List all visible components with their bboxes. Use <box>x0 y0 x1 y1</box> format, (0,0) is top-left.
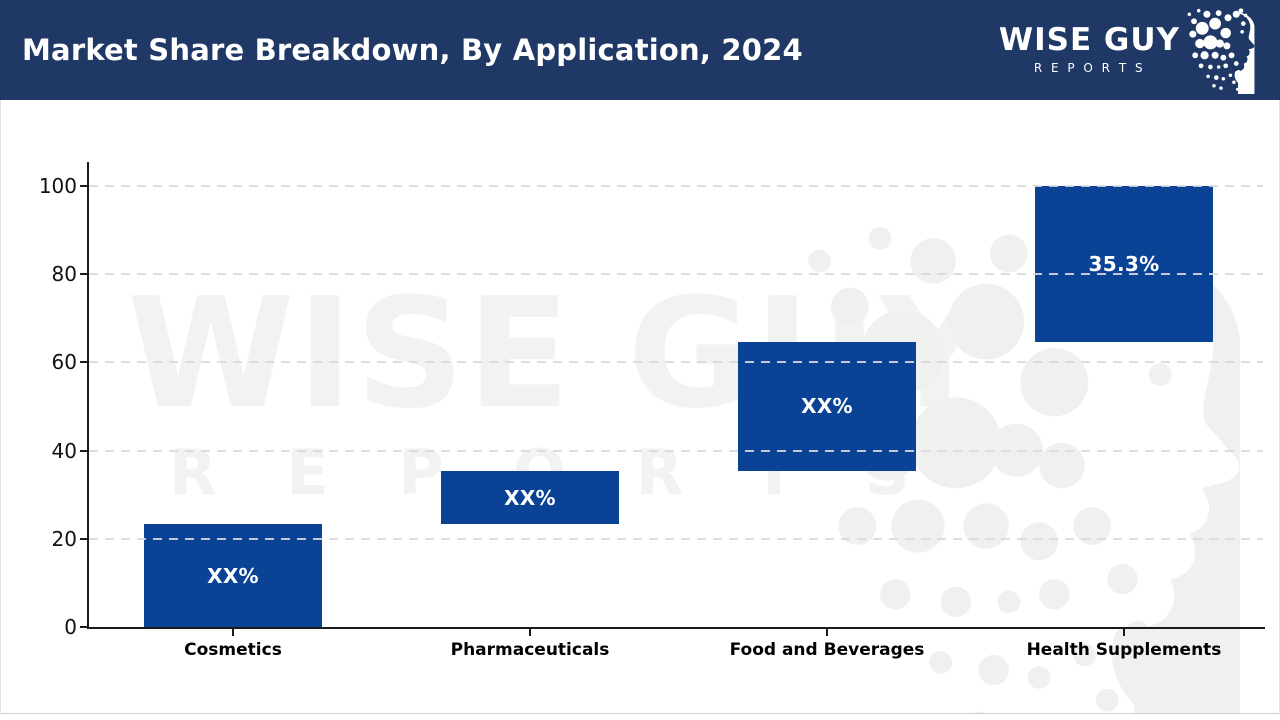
x-axis-tick-pharmaceuticals <box>529 629 531 636</box>
x-axis-line <box>87 627 1265 629</box>
y-axis-tick-label-20: 20 <box>51 526 77 551</box>
gridline-60 <box>89 361 1263 364</box>
gridline-80 <box>89 273 1263 276</box>
x-axis-tick-food-and-beverages <box>826 629 828 636</box>
logo-brand-text: WISE GUY <box>998 22 1180 58</box>
category-label-cosmetics: Cosmetics <box>184 640 282 660</box>
bar-value-label-cosmetics: XX% <box>207 563 259 588</box>
y-axis-tick-label-0: 0 <box>64 615 77 639</box>
y-axis-tick-100 <box>80 185 87 187</box>
wiseguy-face-icon <box>1184 6 1258 95</box>
bar-health-supplements: 35.3% <box>1035 186 1213 342</box>
y-axis-tick-0 <box>80 626 87 628</box>
category-label-food-and-beverages: Food and Beverages <box>729 640 925 660</box>
y-axis-tick-label-40: 40 <box>51 438 77 463</box>
x-axis-tick-health-supplements <box>1123 629 1125 636</box>
category-label-health-supplements: Health Supplements <box>1026 640 1222 660</box>
y-axis-tick-label-80: 80 <box>51 262 77 287</box>
plot-area: 0 20 40 60 80 100 XX% Cosmetics XX% Pharmaceutica… <box>1 100 1279 713</box>
logo-sub-text: R E P O R T S <box>1033 61 1146 75</box>
y-axis-tick-20 <box>80 537 87 540</box>
bar-value-label-health-supplements: 35.3% <box>1088 251 1160 276</box>
page-title: Market Share Breakdown, By Application, … <box>22 33 803 67</box>
chart-card: WISE GUY R E P O R T S 020406080100XX%Co… <box>0 100 1280 714</box>
bar-pharmaceuticals: XX% <box>441 471 619 525</box>
bar-value-label-pharmaceuticals: XX% <box>504 485 556 510</box>
category-label-pharmaceuticals: Pharmaceuticals <box>450 640 610 660</box>
gridline-100 <box>89 185 1263 187</box>
y-axis-tick-label-60: 60 <box>51 350 77 375</box>
bar-value-label-food-and-beverages: XX% <box>801 394 853 419</box>
gridline-40 <box>89 449 1263 452</box>
wiseguy-logo: WISE GUY R E P O R T S <box>998 6 1258 95</box>
wiseguy-logo-text: WISE GUY R E P O R T S <box>998 22 1180 76</box>
y-axis-tick-label-100: 100 <box>38 174 77 198</box>
bar-cosmetics: XX% <box>144 524 322 627</box>
y-axis-tick-80 <box>80 273 87 276</box>
x-axis-tick-cosmetics <box>232 629 234 636</box>
header: Market Share Breakdown, By Application, … <box>0 0 1280 100</box>
y-axis-line <box>87 162 89 629</box>
y-axis-tick-60 <box>80 361 87 364</box>
gridline-20 <box>89 537 1263 540</box>
y-axis-tick-40 <box>80 449 87 452</box>
